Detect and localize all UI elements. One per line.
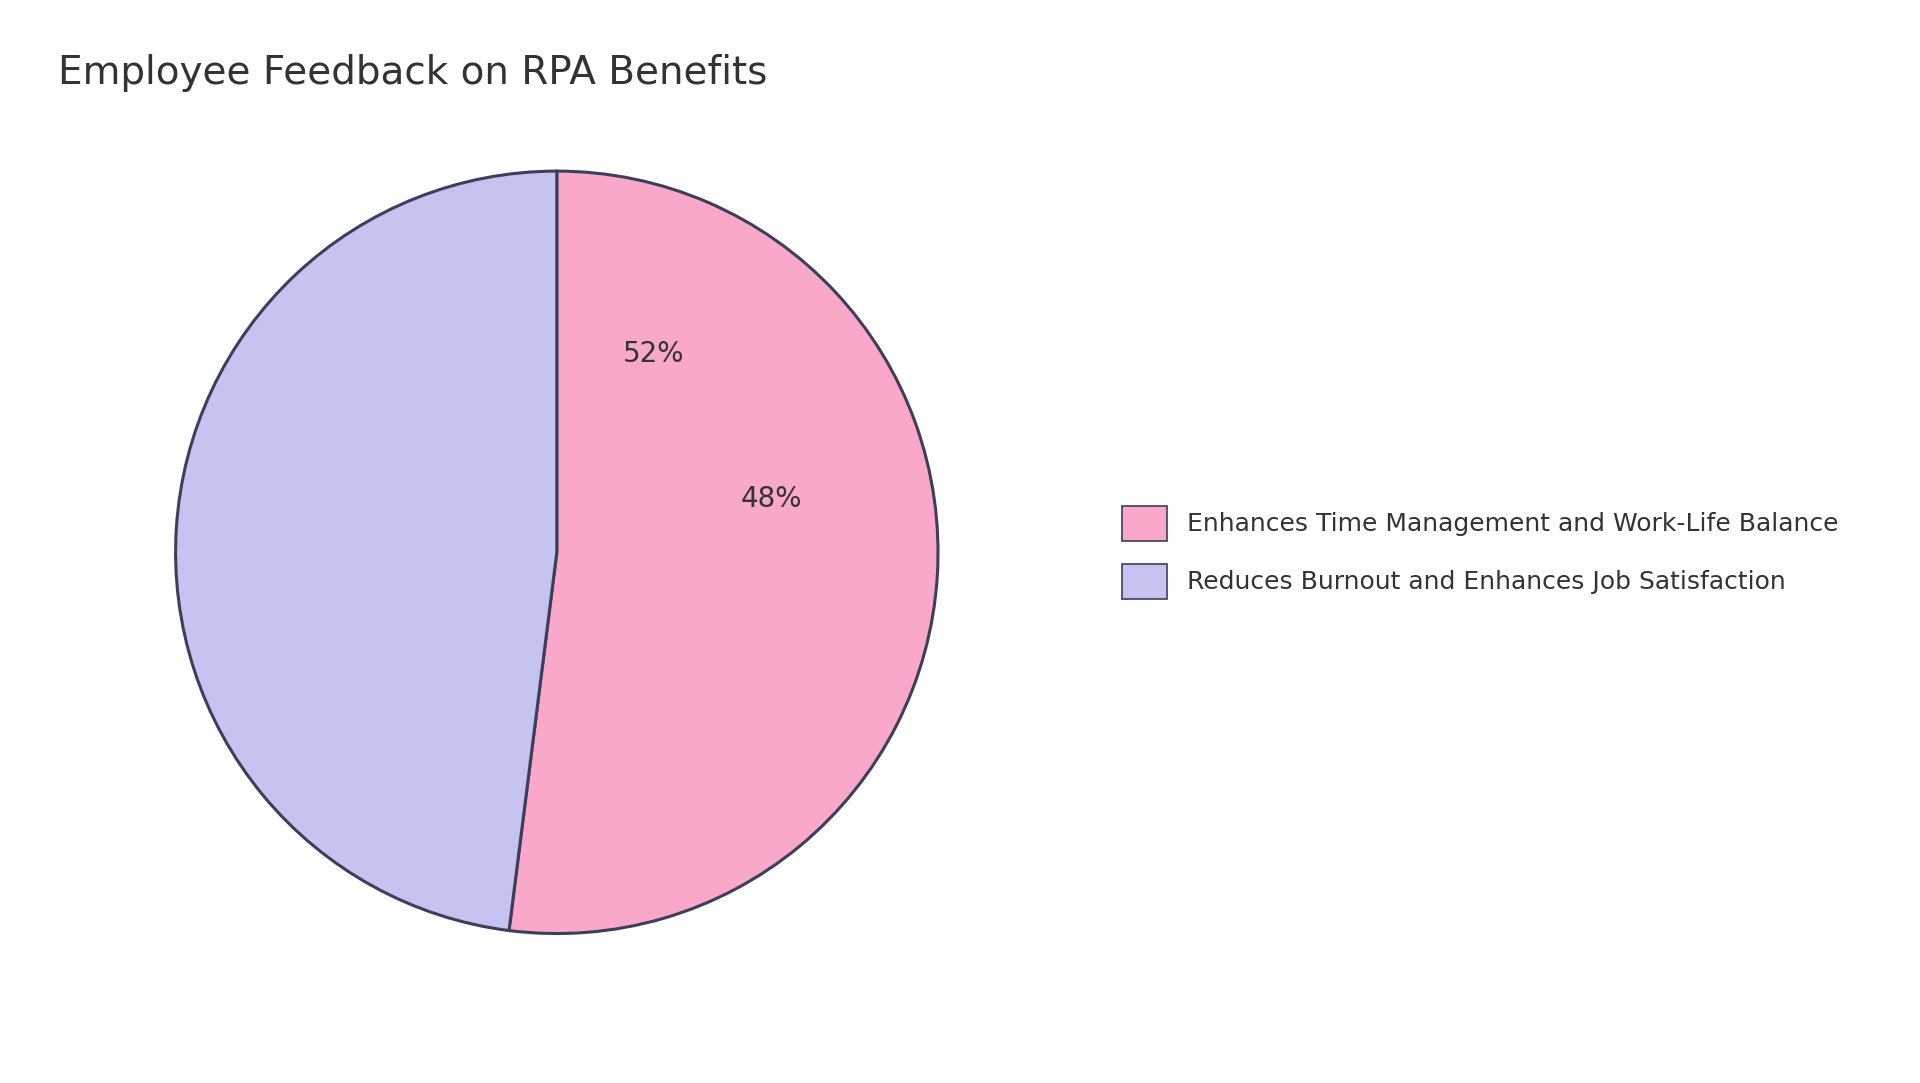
- Legend: Enhances Time Management and Work-Life Balance, Reduces Burnout and Enhances Job: Enhances Time Management and Work-Life B…: [1121, 506, 1839, 599]
- Text: Employee Feedback on RPA Benefits: Employee Feedback on RPA Benefits: [58, 54, 766, 92]
- Wedge shape: [175, 171, 557, 930]
- Wedge shape: [509, 171, 939, 934]
- Text: 52%: 52%: [622, 340, 684, 367]
- Text: 48%: 48%: [741, 485, 803, 513]
